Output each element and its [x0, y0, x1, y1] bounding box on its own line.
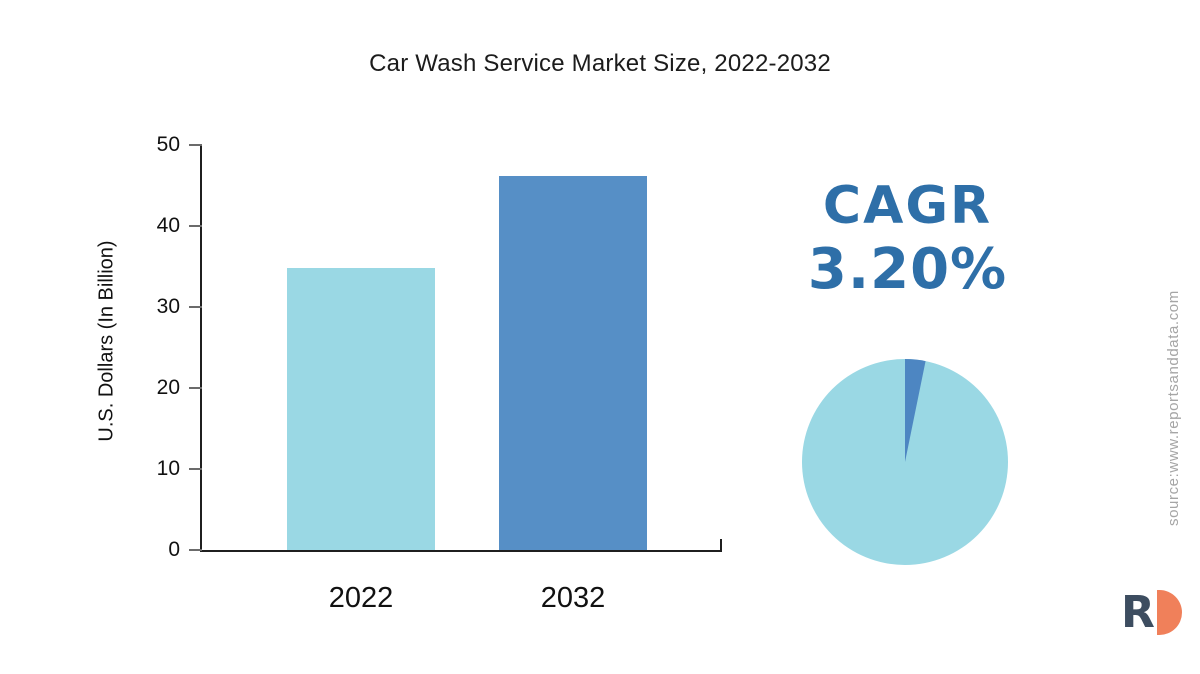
y-tick-mark	[189, 144, 202, 146]
y-axis-title: U.S. Dollars (In Billion)	[95, 240, 118, 442]
source-note: source:www.reportsanddata.com	[1165, 290, 1182, 526]
logo-letter-r: R	[1121, 587, 1155, 638]
y-tick-label: 0	[168, 538, 180, 561]
cagr-pie-chart	[802, 359, 1008, 565]
y-tick-mark	[189, 306, 202, 308]
cagr-block: CAGR 3.20%	[770, 176, 1045, 305]
y-tick-label: 40	[156, 214, 180, 237]
logo-d-shape	[1156, 590, 1182, 635]
pie-cagr-wedge	[905, 359, 926, 462]
y-tick-mark	[189, 549, 202, 551]
cagr-label: CAGR	[822, 176, 993, 236]
reportsanddata-logo: R	[1121, 590, 1182, 635]
x-tick-label-2032: 2032	[540, 582, 606, 614]
bar-2032	[499, 175, 647, 550]
y-tick-label: 50	[156, 133, 180, 156]
chart-title: Car Wash Service Market Size, 2022-2032	[369, 50, 831, 77]
bar-chart-plot-area: 50 40 30 20 10 0 2022 2032	[157, 133, 722, 614]
y-tick-label: 20	[156, 376, 180, 399]
y-tick-mark	[189, 387, 202, 389]
y-tick-label: 10	[156, 457, 180, 480]
y-tick-label: 30	[156, 295, 180, 318]
x-axis-endcap	[720, 539, 722, 550]
y-tick-mark	[189, 468, 202, 470]
x-tick-label-2022: 2022	[328, 582, 394, 614]
cagr-value: 3.20%	[807, 237, 1008, 303]
bar-2022	[287, 268, 435, 550]
y-tick-mark	[189, 225, 202, 227]
